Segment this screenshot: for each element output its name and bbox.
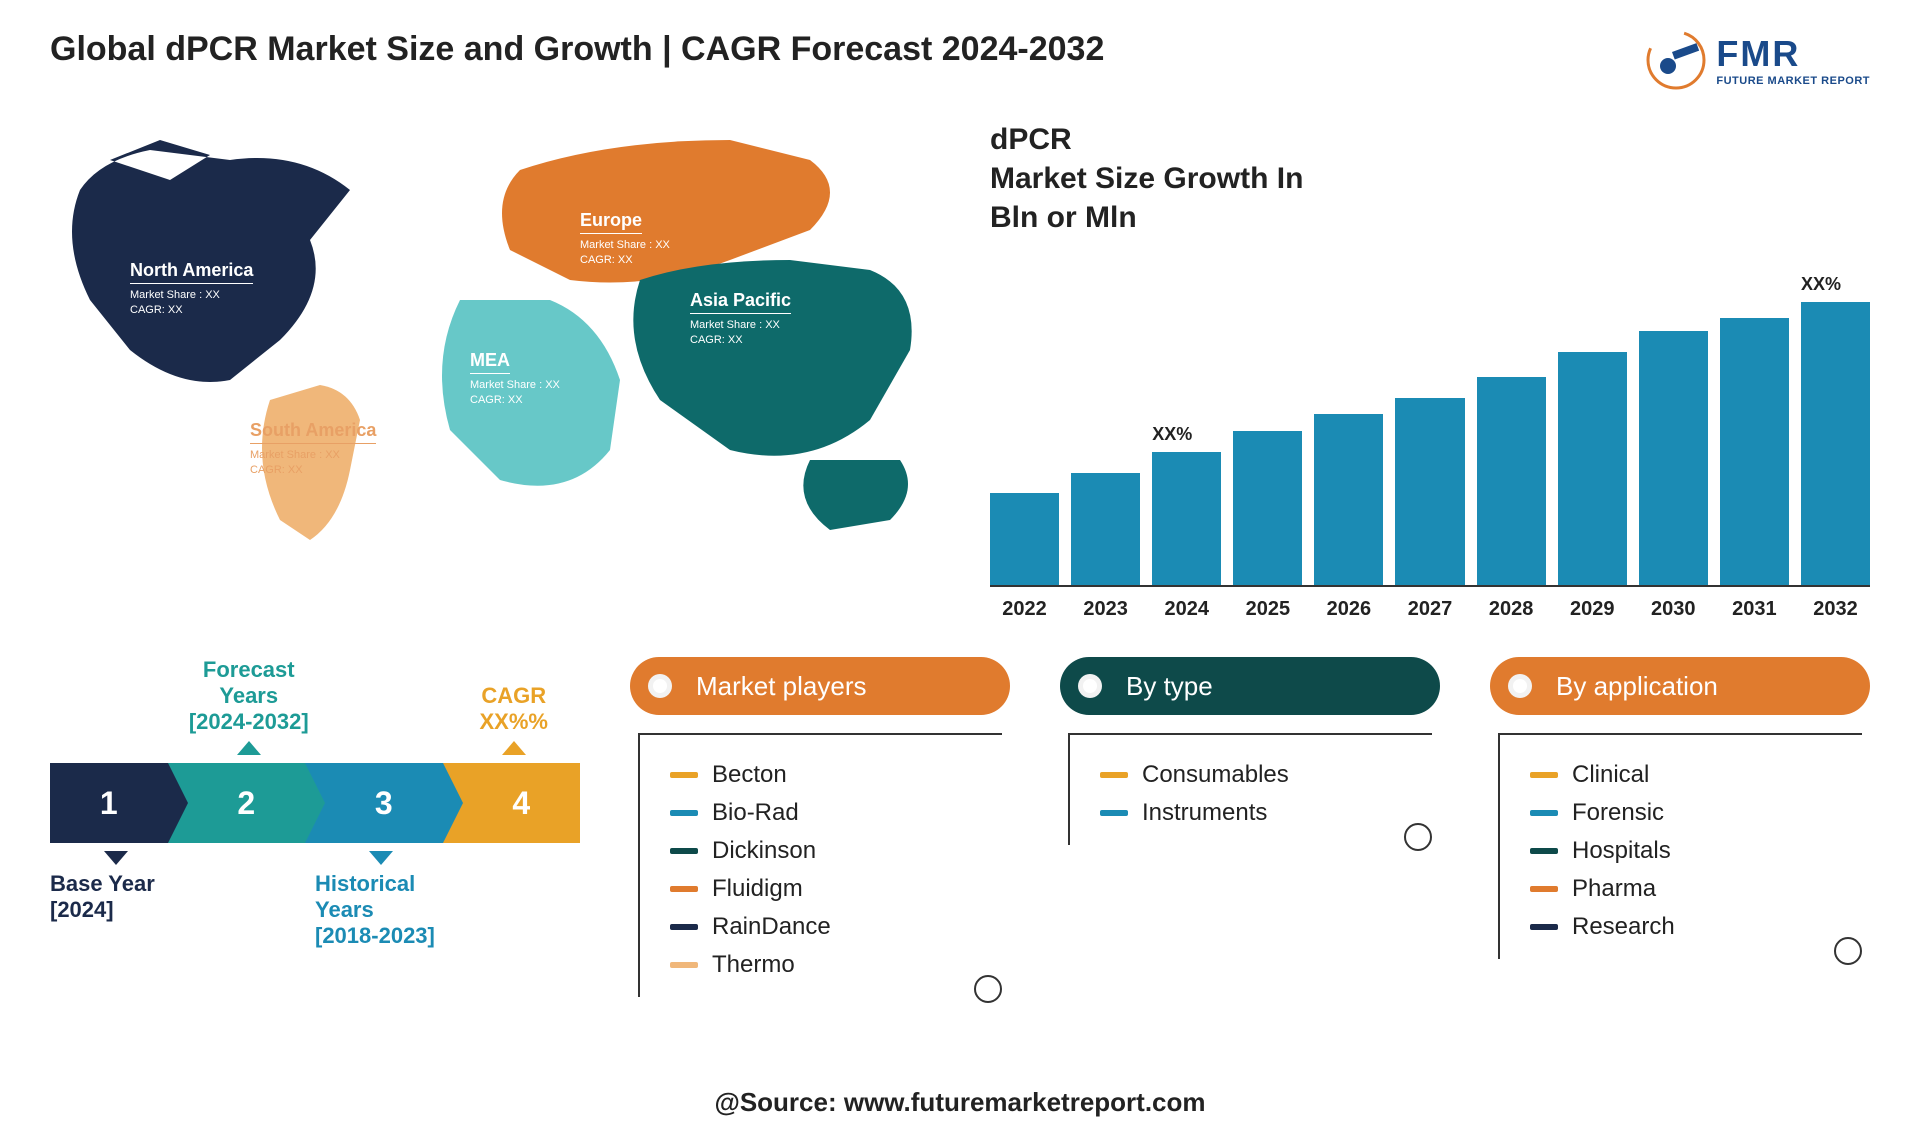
legend-2: By application Clinical Forensic Hospitals P… (1490, 657, 1870, 997)
growth-chart: dPCR Market Size Growth In Bln or Mln 20… (990, 120, 1870, 587)
tl-bot-3: Historical Years[2018-2023] (315, 871, 448, 949)
legend-item: Research (1530, 913, 1854, 941)
legend-item: Consumables (1100, 761, 1424, 789)
bar-2030: 2030 (1639, 331, 1708, 585)
bar-2022: 2022 (990, 493, 1059, 585)
legend-1: By type Consumables Instruments (1060, 657, 1440, 997)
legend-title: By application (1490, 657, 1870, 715)
bar-2032: XX%2032 (1801, 302, 1870, 585)
world-map: North AmericaMarket Share : XXCAGR: XX So… (50, 120, 950, 550)
bar-2025: 2025 (1233, 431, 1302, 585)
chart-title-l1: dPCR (990, 120, 1870, 159)
region-sa: South AmericaMarket Share : XXCAGR: XX (250, 420, 376, 479)
page-title: Global dPCR Market Size and Growth | CAG… (50, 30, 1104, 69)
legend-item: Hospitals (1530, 837, 1854, 865)
region-na: North AmericaMarket Share : XXCAGR: XX (130, 260, 253, 319)
tl-bot-1: Base Year[2024] (50, 871, 183, 923)
legend-title: By type (1060, 657, 1440, 715)
telescope-icon (1646, 30, 1706, 90)
region-mea: MEAMarket Share : XXCAGR: XX (470, 350, 560, 409)
tl-cell-3: 3 (305, 763, 443, 843)
chart-title-l2: Market Size Growth In (990, 159, 1870, 198)
bar-2031: 2031 (1720, 318, 1789, 585)
legend-item: Dickinson (670, 837, 994, 865)
bar-2024: XX%2024 (1152, 452, 1221, 585)
legend-item: Forensic (1530, 799, 1854, 827)
legend-item: Pharma (1530, 875, 1854, 903)
legend-0: Market players Becton Bio-Rad Dickinson Flui… (630, 657, 1010, 997)
source-text: @Source: www.futuremarketreport.com (0, 1087, 1920, 1118)
bar-2029: 2029 (1558, 352, 1627, 585)
brand-logo: FMR FUTURE MARKET REPORT (1646, 30, 1870, 90)
legend-item: Thermo (670, 951, 994, 979)
legend-title: Market players (630, 657, 1010, 715)
tl-cell-2: 2 (168, 763, 306, 843)
tl-cell-1: 1 (50, 763, 168, 843)
logo-subtext: FUTURE MARKET REPORT (1716, 75, 1870, 87)
legend-item: Becton (670, 761, 994, 789)
bar-2027: 2027 (1395, 398, 1464, 586)
chart-title-l3: Bln or Mln (990, 198, 1870, 237)
legend-item: Bio-Rad (670, 799, 994, 827)
legend-item: Fluidigm (670, 875, 994, 903)
legend-item: Instruments (1100, 799, 1424, 827)
bar-2028: 2028 (1477, 377, 1546, 585)
logo-text: FMR (1716, 33, 1870, 75)
region-ap: Asia PacificMarket Share : XXCAGR: XX (690, 290, 791, 349)
tl-top-4: CAGRXX%% (448, 683, 581, 735)
tl-cell-4: 4 (443, 763, 581, 843)
bar-2026: 2026 (1314, 414, 1383, 585)
bar-2023: 2023 (1071, 473, 1140, 586)
region-eu: EuropeMarket Share : XXCAGR: XX (580, 210, 670, 269)
legend-item: Clinical (1530, 761, 1854, 789)
tl-top-2: Forecast Years[2024-2032] (183, 657, 316, 735)
timeline: Forecast Years[2024-2032] CAGRXX%% 1234 B… (50, 657, 580, 949)
legend-item: RainDance (670, 913, 994, 941)
